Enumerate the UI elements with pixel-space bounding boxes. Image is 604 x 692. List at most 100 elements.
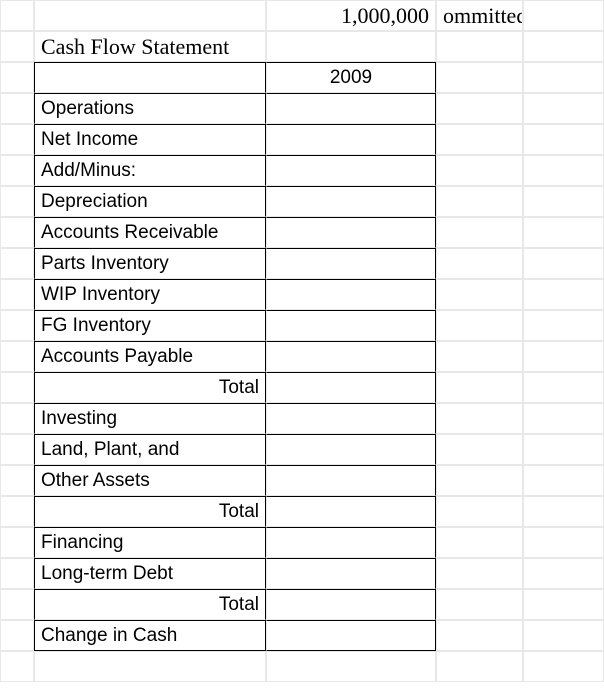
cell-e4[interactable] (523, 93, 604, 124)
row-wip-value[interactable] (266, 279, 436, 310)
title-cell[interactable]: Cash Flow Statement (34, 31, 266, 62)
cell-d11[interactable] (436, 310, 523, 341)
row-net-income-value[interactable] (266, 124, 436, 155)
row-net-income-label[interactable]: Net Income (34, 124, 266, 155)
cell-a11[interactable] (0, 310, 34, 341)
cell-e9[interactable] (523, 248, 604, 279)
cell-e13[interactable] (523, 372, 604, 403)
cell-e16[interactable] (523, 465, 604, 496)
cell-e10[interactable] (523, 279, 604, 310)
cell-d12[interactable] (436, 341, 523, 372)
row-total3-value[interactable] (266, 589, 436, 620)
cell-d13[interactable] (436, 372, 523, 403)
cell-c2[interactable] (266, 31, 436, 62)
row-ar-value[interactable] (266, 217, 436, 248)
cell-e7[interactable] (523, 186, 604, 217)
cell-d21[interactable] (436, 620, 523, 651)
year-header[interactable]: 2009 (266, 62, 436, 93)
row-wip-label[interactable]: WIP Inventory (34, 279, 266, 310)
cell-d14[interactable] (436, 403, 523, 434)
cell-b1[interactable] (34, 0, 266, 31)
cell-e19[interactable] (523, 558, 604, 589)
header-blank[interactable] (34, 62, 266, 93)
row-total1-value[interactable] (266, 372, 436, 403)
cell-a21[interactable] (0, 620, 34, 651)
cell-a7[interactable] (0, 186, 34, 217)
cell-a17[interactable] (0, 496, 34, 527)
cell-b22[interactable] (34, 651, 266, 682)
row-change-value[interactable] (266, 620, 436, 651)
cell-e3[interactable] (523, 62, 604, 93)
row-investing-value[interactable] (266, 403, 436, 434)
cell-d15[interactable] (436, 434, 523, 465)
cell-a8[interactable] (0, 217, 34, 248)
cell-d18[interactable] (436, 527, 523, 558)
cell-d19[interactable] (436, 558, 523, 589)
row-fg-label[interactable]: FG Inventory (34, 310, 266, 341)
cell-a12[interactable] (0, 341, 34, 372)
cell-d8[interactable] (436, 217, 523, 248)
cell-d9[interactable] (436, 248, 523, 279)
cell-a1[interactable] (0, 0, 34, 31)
cell-a13[interactable] (0, 372, 34, 403)
cell-d7[interactable] (436, 186, 523, 217)
cell-e6[interactable] (523, 155, 604, 186)
cell-e11[interactable] (523, 310, 604, 341)
cell-e18[interactable] (523, 527, 604, 558)
cell-d20[interactable] (436, 589, 523, 620)
cell-a3[interactable] (0, 62, 34, 93)
cell-a22[interactable] (0, 651, 34, 682)
cell-d4[interactable] (436, 93, 523, 124)
cell-e15[interactable] (523, 434, 604, 465)
cell-e12[interactable] (523, 341, 604, 372)
cell-a18[interactable] (0, 527, 34, 558)
row-add-minus-label[interactable]: Add/Minus: (34, 155, 266, 186)
row-total1-label[interactable]: Total (34, 372, 266, 403)
cell-a4[interactable] (0, 93, 34, 124)
row-land-value[interactable] (266, 434, 436, 465)
row-total2-label[interactable]: Total (34, 496, 266, 527)
cell-a19[interactable] (0, 558, 34, 589)
cell-d10[interactable] (436, 279, 523, 310)
cell-e21[interactable] (523, 620, 604, 651)
row-financing-label[interactable]: Financing (34, 527, 266, 558)
row-other-label[interactable]: Other Assets (34, 465, 266, 496)
cell-a16[interactable] (0, 465, 34, 496)
cell-d2[interactable] (436, 31, 523, 62)
cell-e1[interactable] (523, 0, 604, 31)
cell-d17[interactable] (436, 496, 523, 527)
row-parts-value[interactable] (266, 248, 436, 279)
cell-e17[interactable] (523, 496, 604, 527)
cell-a20[interactable] (0, 589, 34, 620)
units-number[interactable]: 1,000,000 (266, 0, 436, 31)
cell-a6[interactable] (0, 155, 34, 186)
cell-a10[interactable] (0, 279, 34, 310)
row-add-minus-value[interactable] (266, 155, 436, 186)
cell-d5[interactable] (436, 124, 523, 155)
cell-e14[interactable] (523, 403, 604, 434)
cell-e5[interactable] (523, 124, 604, 155)
cell-d22[interactable] (436, 651, 523, 682)
cell-a9[interactable] (0, 248, 34, 279)
cell-c22[interactable] (266, 651, 436, 682)
row-parts-label[interactable]: Parts Inventory (34, 248, 266, 279)
row-depreciation-label[interactable]: Depreciation (34, 186, 266, 217)
units-label[interactable]: ommitted (436, 0, 523, 31)
cell-e20[interactable] (523, 589, 604, 620)
cell-e2[interactable] (523, 31, 604, 62)
row-other-value[interactable] (266, 465, 436, 496)
cell-a14[interactable] (0, 403, 34, 434)
row-ap-label[interactable]: Accounts Payable (34, 341, 266, 372)
row-fg-value[interactable] (266, 310, 436, 341)
row-ap-value[interactable] (266, 341, 436, 372)
row-ltd-label[interactable]: Long-term Debt (34, 558, 266, 589)
row-total2-value[interactable] (266, 496, 436, 527)
cell-a5[interactable] (0, 124, 34, 155)
cell-e8[interactable] (523, 217, 604, 248)
row-ltd-value[interactable] (266, 558, 436, 589)
cell-d16[interactable] (436, 465, 523, 496)
row-ar-label[interactable]: Accounts Receivable (34, 217, 266, 248)
cell-e22[interactable] (523, 651, 604, 682)
row-change-label[interactable]: Change in Cash (34, 620, 266, 651)
row-operations-label[interactable]: Operations (34, 93, 266, 124)
